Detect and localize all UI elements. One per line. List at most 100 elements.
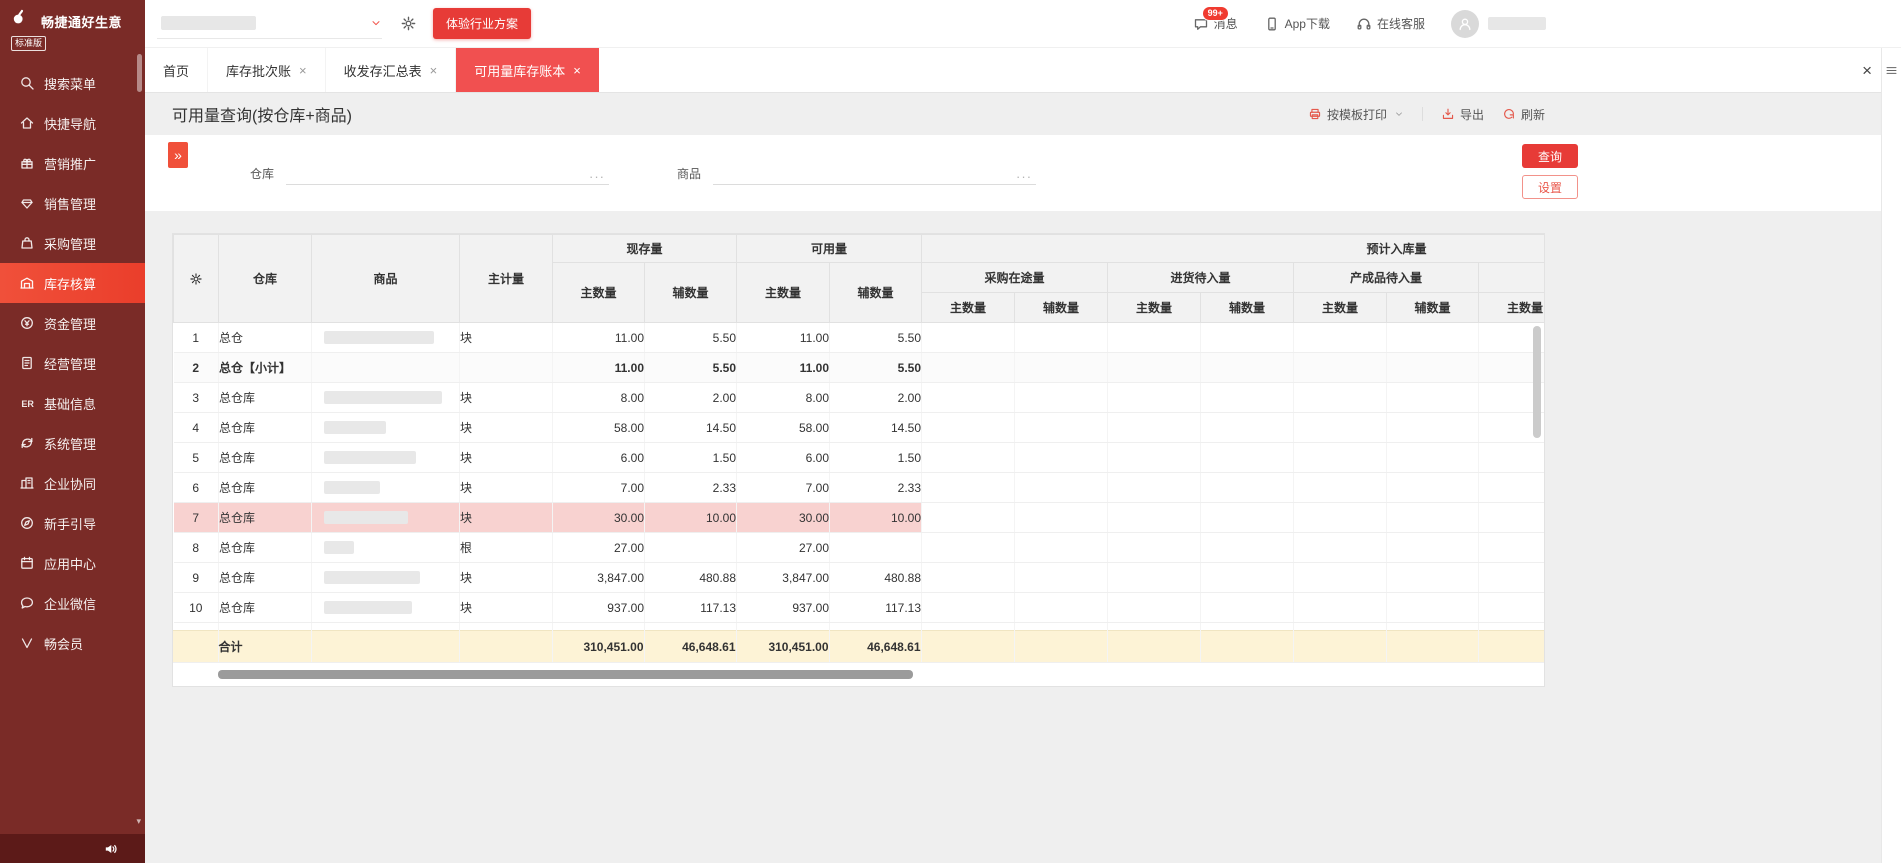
- cell-in_main: [1107, 412, 1202, 443]
- sidebar-item-search-menu[interactable]: 搜索菜单: [0, 63, 145, 103]
- redacted-product-name: [324, 391, 442, 404]
- col-header-fin-aux[interactable]: 辅数量: [1386, 292, 1480, 323]
- table-row[interactable]: 1 总仓块 11.00 5.50 11.00 5.50: [173, 322, 1544, 353]
- sidebar-item-operations[interactable]: 经营管理: [0, 343, 145, 383]
- cell-avail_aux: 14.50: [829, 412, 923, 443]
- close-tab-icon[interactable]: ×: [573, 62, 581, 78]
- cell-pt_main: [921, 532, 1016, 563]
- sidebar-item-label: 快捷导航: [44, 116, 97, 132]
- coin-icon: [19, 315, 35, 331]
- table-row[interactable]: 2 总仓【小计】 11.00 5.50 11.00 5.50: [173, 352, 1544, 383]
- horizontal-scrollbar-thumb[interactable]: [218, 670, 913, 679]
- page-toolbar: 按模板打印 导出 刷新: [1308, 106, 1545, 123]
- product-input[interactable]: ···: [713, 161, 1037, 185]
- sidebar-item-quick-nav[interactable]: 快捷导航: [0, 103, 145, 143]
- cell-unit: 块: [459, 472, 553, 503]
- user-account[interactable]: [1451, 9, 1546, 38]
- sidebar-item-wecom[interactable]: 企业微信: [0, 583, 145, 623]
- col-header-in-aux[interactable]: 辅数量: [1200, 292, 1295, 323]
- close-icon[interactable]: ×: [1862, 60, 1872, 80]
- col-header-unit[interactable]: 主计量: [459, 234, 553, 323]
- expand-filter-button[interactable]: »: [168, 142, 188, 168]
- tab-home[interactable]: 首页: [145, 48, 209, 92]
- col-header-warehouse[interactable]: 仓库: [218, 234, 312, 323]
- col-header-in-main[interactable]: 主数量: [1107, 292, 1202, 323]
- col-header-pt-main[interactable]: 主数量: [921, 292, 1016, 323]
- vertical-scrollbar-thumb[interactable]: [1533, 326, 1541, 438]
- print-by-template-button[interactable]: 按模板打印: [1308, 106, 1404, 123]
- table-row[interactable]: 9 总仓库块 3,847.00 480.88 3,847.00 480.88: [173, 562, 1544, 593]
- tab-in-out-summary[interactable]: 收发存汇总表 ×: [326, 48, 457, 92]
- sidebar-item-guide[interactable]: 新手引导: [0, 503, 145, 543]
- col-header-product[interactable]: 商品: [311, 234, 460, 323]
- menu-list-icon[interactable]: [1885, 64, 1898, 77]
- table-row[interactable]: 6 总仓库块 7.00 2.33 7.00 2.33: [173, 472, 1544, 503]
- volume-icon[interactable]: [103, 841, 119, 857]
- redacted-product-name: [324, 601, 412, 614]
- gear-icon[interactable]: [400, 15, 417, 32]
- table-row[interactable]: 8 总仓库根 27.00 27.00: [173, 532, 1544, 563]
- messages-button[interactable]: 99+ 消息: [1193, 6, 1238, 32]
- picker-ellipsis-icon[interactable]: ···: [1016, 169, 1033, 184]
- tab-available-ledger[interactable]: 可用量库存账本 ×: [456, 48, 599, 92]
- product-filter: 商品 ···: [677, 161, 1037, 185]
- sidebar-item-collaboration[interactable]: 企业协同: [0, 463, 145, 503]
- online-support-button[interactable]: 在线客服: [1356, 15, 1425, 32]
- org-selector[interactable]: [157, 9, 382, 39]
- sidebar-item-base-info[interactable]: ER 基础信息: [0, 383, 145, 423]
- messages-badge: 99+: [1201, 6, 1229, 21]
- sidebar-item-app-center[interactable]: 应用中心: [0, 543, 145, 583]
- cell-in_aux: [1200, 382, 1295, 413]
- cell-idx: 10: [173, 592, 219, 623]
- col-header-available-main[interactable]: 主数量: [736, 262, 831, 323]
- close-tab-icon[interactable]: ×: [429, 62, 438, 78]
- home-icon: [19, 115, 35, 131]
- cell-pt_main: [921, 352, 1016, 383]
- tab-batch-ledger[interactable]: 库存批次账 ×: [208, 48, 326, 92]
- query-button[interactable]: 查询: [1522, 144, 1578, 168]
- sidebar-scroll-down-icon[interactable]: ▾: [136, 816, 141, 826]
- export-button[interactable]: 导出: [1441, 106, 1484, 123]
- col-header-available-aux[interactable]: 辅数量: [829, 262, 923, 323]
- sidebar-item-label: 企业协同: [44, 476, 97, 492]
- cell-stock_main: 110.00: [552, 622, 645, 630]
- table-row[interactable]: 10 总仓库块 937.00 117.13 937.00 117.13: [173, 592, 1544, 623]
- sidebar-scrollbar-thumb[interactable]: [137, 54, 142, 92]
- col-header-stock-main[interactable]: 主数量: [552, 262, 645, 323]
- table-row[interactable]: 7 总仓库块 30.00 10.00 30.00 10.00: [173, 502, 1544, 533]
- cell-avail_main: 58.00: [736, 412, 831, 443]
- redacted-product-name: [324, 571, 420, 584]
- col-header-stock-aux[interactable]: 辅数量: [643, 262, 738, 323]
- sidebar-item-member[interactable]: 畅会员: [0, 623, 145, 663]
- filter-panel: » 仓库 ··· 商品 ···: [145, 135, 1901, 211]
- sidebar-item-funds[interactable]: 资金管理: [0, 303, 145, 343]
- cell-warehouse: 总仓库: [218, 622, 312, 630]
- column-settings-gear-icon[interactable]: [173, 234, 219, 323]
- cell-in_aux: [1200, 472, 1295, 503]
- sidebar-item-purchase[interactable]: 采购管理: [0, 223, 145, 263]
- headset-icon: [1356, 16, 1372, 32]
- warehouse-input[interactable]: ···: [286, 161, 610, 185]
- app-download-button[interactable]: App下载: [1264, 15, 1330, 32]
- close-tab-icon[interactable]: ×: [299, 62, 307, 78]
- settings-button[interactable]: 设置: [1522, 175, 1578, 199]
- picker-ellipsis-icon[interactable]: ···: [589, 169, 606, 184]
- industry-solution-button[interactable]: 体验行业方案: [433, 8, 532, 39]
- sidebar-item-marketing[interactable]: 营销推广: [0, 143, 145, 183]
- col-header-clipped-main[interactable]: 主数量: [1478, 292, 1544, 323]
- sidebar-item-sales[interactable]: 销售管理: [0, 183, 145, 223]
- cell-stock_aux: 1.50: [644, 442, 738, 473]
- refresh-button[interactable]: 刷新: [1502, 106, 1545, 123]
- table-row[interactable]: 4 总仓库块 58.00 14.50 58.00 14.50: [173, 412, 1544, 443]
- sidebar-item-system[interactable]: 系统管理: [0, 423, 145, 463]
- table-row[interactable]: 5 总仓库块 6.00 1.50 6.00 1.50: [173, 442, 1544, 473]
- horizontal-scrollbar[interactable]: [173, 668, 1544, 682]
- chevron-down-icon: [1394, 109, 1404, 119]
- cell-warehouse: 总仓库: [218, 412, 312, 443]
- sidebar-item-inventory[interactable]: 库存核算: [0, 263, 145, 303]
- table-row[interactable]: 3 总仓库块 8.00 2.00 8.00 2.00: [173, 382, 1544, 413]
- col-header-fin-main[interactable]: 主数量: [1293, 292, 1388, 323]
- cell-in_aux: [1200, 352, 1295, 383]
- col-header-pt-aux[interactable]: 辅数量: [1014, 292, 1109, 323]
